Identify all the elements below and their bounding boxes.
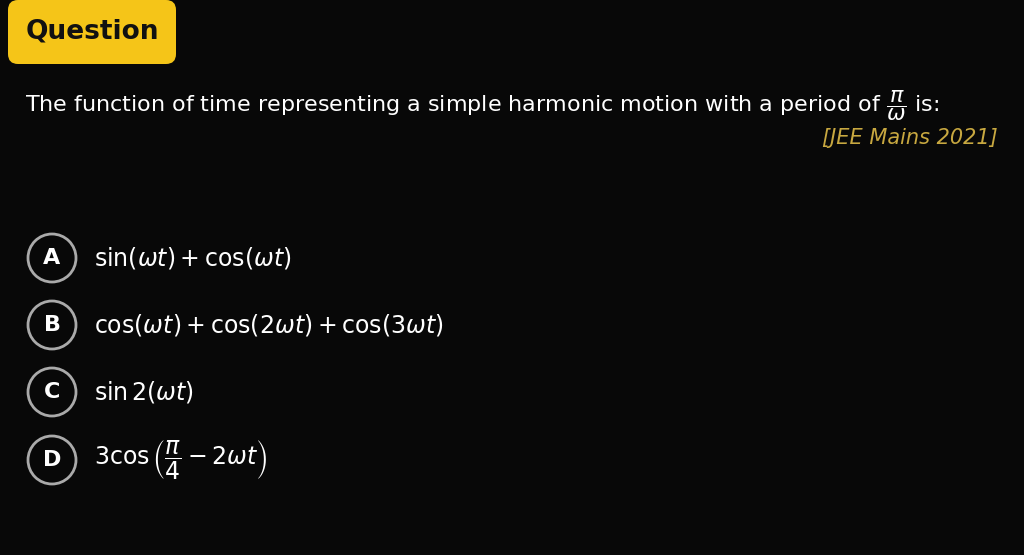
Text: Question: Question [26, 19, 159, 45]
Text: A: A [43, 248, 60, 268]
FancyBboxPatch shape [8, 0, 176, 64]
Text: $\sin 2(\omega t)$: $\sin 2(\omega t)$ [94, 379, 195, 405]
Text: $\sin(\omega t) + \cos(\omega t)$: $\sin(\omega t) + \cos(\omega t)$ [94, 245, 292, 271]
Circle shape [28, 301, 76, 349]
Text: B: B [43, 315, 60, 335]
Text: $3\cos\left(\dfrac{\pi}{4} - 2\omega t\right)$: $3\cos\left(\dfrac{\pi}{4} - 2\omega t\r… [94, 438, 267, 482]
Circle shape [28, 234, 76, 282]
Circle shape [28, 436, 76, 484]
Text: $\cos(\omega t) + \cos(2\omega t) + \cos(3\omega t)$: $\cos(\omega t) + \cos(2\omega t) + \cos… [94, 312, 443, 338]
Text: The function of time representing a simple harmonic motion with a period of $\df: The function of time representing a simp… [25, 88, 939, 123]
Text: D: D [43, 450, 61, 470]
Circle shape [28, 368, 76, 416]
Text: [JEE Mains 2021]: [JEE Mains 2021] [822, 128, 998, 148]
Text: C: C [44, 382, 60, 402]
